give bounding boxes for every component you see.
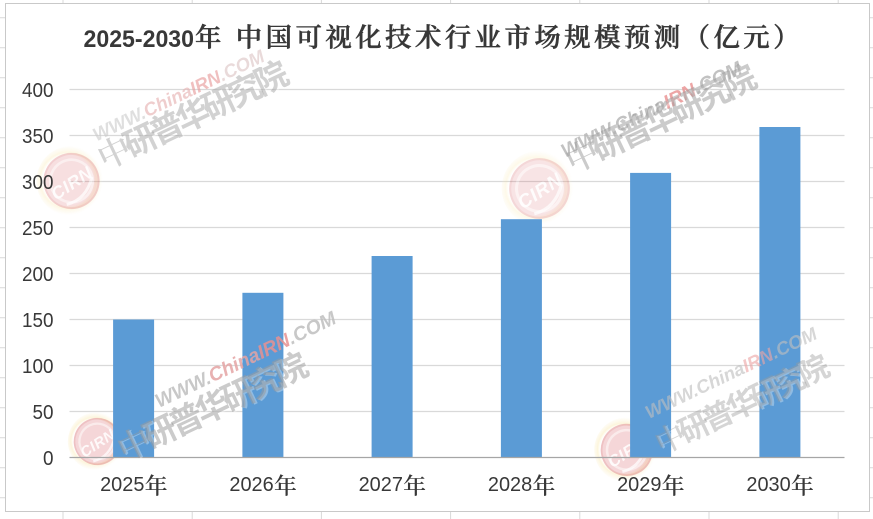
svg-text:300: 300 [22,172,54,194]
svg-text:350: 350 [22,126,54,148]
svg-text:0: 0 [43,448,54,470]
svg-text:2026: 2026 [229,474,273,496]
svg-text:2027: 2027 [359,474,403,496]
svg-text:100: 100 [22,356,54,378]
svg-text:250: 250 [22,218,54,240]
svg-text:50: 50 [33,402,54,424]
svg-text:2025-2030: 2025-2030 [84,26,195,53]
svg-text:200: 200 [22,264,54,286]
svg-text:150: 150 [22,310,54,332]
svg-text:2028: 2028 [488,474,532,496]
svg-text:2030: 2030 [746,474,790,496]
svg-text:2025: 2025 [100,474,144,496]
svg-text:2029: 2029 [617,474,661,496]
svg-text:400: 400 [22,80,54,102]
